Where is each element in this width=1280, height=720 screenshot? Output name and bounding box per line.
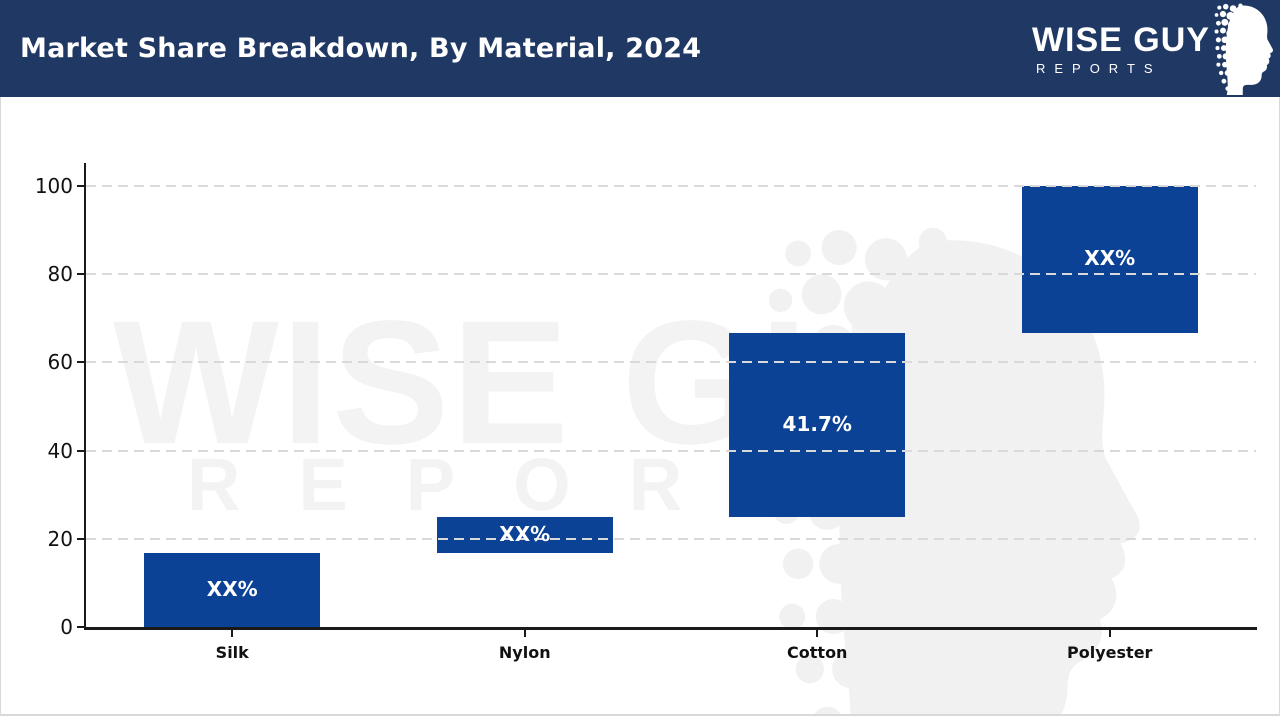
chart-area: WISE GUY REPORTS XX% XX% 41.7% XX% 0 20 40 60 80…: [0, 97, 1280, 716]
y-tick-label: 20: [47, 526, 73, 551]
gridline-y20: [86, 537, 1256, 540]
x-tick-mark: [523, 630, 526, 637]
x-tick-mark: [1108, 630, 1111, 637]
brand-logo: WISE GUY REPORTS: [1032, 0, 1280, 97]
gridline-y80: [86, 273, 1256, 276]
y-tick-label: 100: [34, 174, 73, 198]
y-tick-label: 60: [47, 350, 73, 375]
header-bar: Market Share Breakdown, By Material, 202…: [0, 0, 1280, 97]
plot-area: XX% XX% 41.7% XX% 0 20 40 60 80 100 Silk Nylon Cotto…: [1, 97, 1279, 714]
bar-value-label: XX%: [499, 522, 551, 547]
x-tick-mark: [231, 630, 234, 637]
x-axis-line: [84, 627, 1257, 630]
bar-silk: [144, 553, 321, 627]
chart-title: Market Share Breakdown, By Material, 202…: [20, 33, 702, 64]
y-tick-mark: [77, 273, 85, 276]
gridline-y60: [86, 361, 1256, 364]
y-axis-line: [84, 163, 86, 630]
gridline-y40: [86, 449, 1256, 452]
bar-value-label: XX%: [206, 577, 258, 602]
bar-polyester: [1021, 186, 1198, 333]
x-tick-mark: [816, 630, 819, 637]
y-tick-label: 80: [47, 262, 73, 287]
y-tick-mark: [77, 185, 85, 187]
bar-value-label: XX%: [1084, 246, 1136, 271]
x-category-label: Cotton: [787, 643, 848, 662]
bar-value-label: 41.7%: [782, 411, 852, 436]
y-tick-mark: [77, 537, 85, 540]
bar-cotton: [729, 332, 906, 517]
brand-text: WISE GUY REPORTS: [1032, 21, 1210, 76]
y-tick-label: 40: [47, 438, 73, 463]
y-tick-mark: [77, 449, 85, 452]
brand-head-icon: [1212, 3, 1280, 95]
bar-nylon: [436, 516, 613, 554]
x-category-label: Silk: [215, 643, 249, 662]
y-tick-mark: [77, 361, 85, 364]
y-tick-label: 0: [60, 615, 73, 639]
y-tick-mark: [77, 626, 85, 628]
brand-subtitle: REPORTS: [1035, 61, 1162, 76]
brand-name: WISE GUY: [1031, 21, 1210, 59]
x-category-label: Nylon: [498, 643, 551, 662]
gridline-y100: [86, 185, 1256, 187]
x-category-label: Polyester: [1067, 643, 1153, 662]
